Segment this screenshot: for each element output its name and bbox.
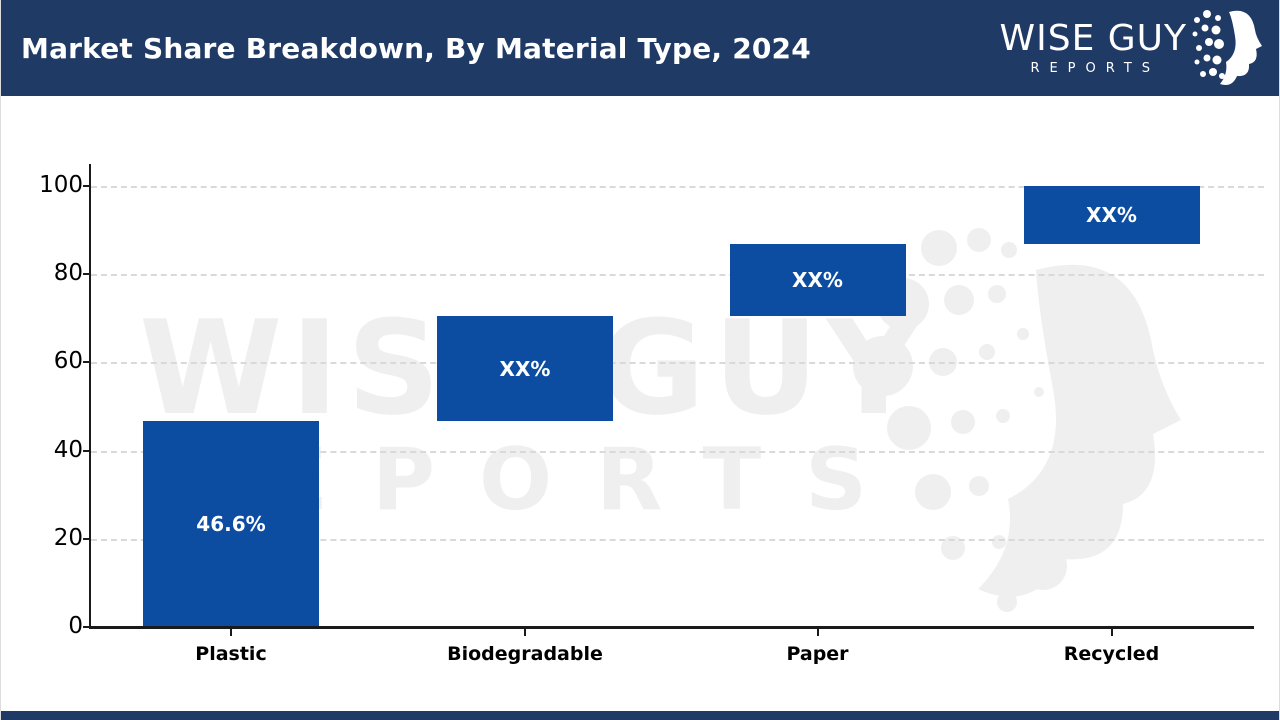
plot-area: 0 20 40 60 80 100 46.6% XX% XX% XX% Plastic Biodegr… <box>1 96 1279 711</box>
y-tick-label: 0 <box>68 613 83 639</box>
y-tick-mark <box>83 626 91 628</box>
logo-wordmark: WISE GUY <box>999 18 1187 59</box>
y-tick-mark <box>83 273 91 276</box>
x-tick-mark <box>230 629 232 636</box>
bar-plastic: 46.6% <box>143 421 319 627</box>
wise-guy-reports-logo: WISE GUY REPORTS <box>1000 6 1264 90</box>
y-tick-mark <box>83 449 91 452</box>
y-tick-label: 40 <box>53 436 83 463</box>
bar-value-label: XX% <box>1086 202 1137 227</box>
x-tick-mark <box>1110 629 1113 636</box>
header-bar: Market Share Breakdown, By Material Type… <box>1 0 1279 96</box>
page-title: Market Share Breakdown, By Material Type… <box>21 31 811 65</box>
y-tick-mark <box>83 361 91 364</box>
bar-paper: XX% <box>729 243 906 317</box>
logo-subtitle: REPORTS <box>1030 61 1161 76</box>
x-tick-mark <box>816 629 819 636</box>
x-axis-line <box>89 626 1254 629</box>
y-gridline <box>91 274 1264 277</box>
footer-bar <box>1 711 1279 720</box>
y-tick-label: 80 <box>53 260 83 287</box>
y-tick-label: 100 <box>39 172 83 198</box>
bar-value-label: 46.6% <box>196 512 266 537</box>
x-tick-mark <box>524 629 526 636</box>
y-gridline <box>91 538 1264 541</box>
y-gridline <box>91 362 1264 365</box>
y-tick-mark <box>83 185 91 187</box>
y-gridline <box>91 450 1264 453</box>
y-tick-mark <box>83 537 91 540</box>
x-tick-label: Recycled <box>1063 643 1160 665</box>
x-tick-label: Plastic <box>195 643 267 665</box>
x-tick-label: Paper <box>786 643 849 665</box>
logo-head-icon <box>1192 10 1262 85</box>
bar-recycled: XX% <box>1023 186 1200 244</box>
logo-text: WISE GUY REPORTS <box>999 18 1188 76</box>
y-axis-line <box>89 163 91 629</box>
y-tick-label: 60 <box>53 348 83 375</box>
bar-value-label: XX% <box>499 356 551 381</box>
x-tick-label: Biodegradable <box>447 643 603 665</box>
bar-biodegradable: XX% <box>437 316 613 422</box>
y-gridline <box>91 186 1264 188</box>
bar-value-label: XX% <box>792 267 843 292</box>
y-tick-label: 20 <box>53 524 83 551</box>
